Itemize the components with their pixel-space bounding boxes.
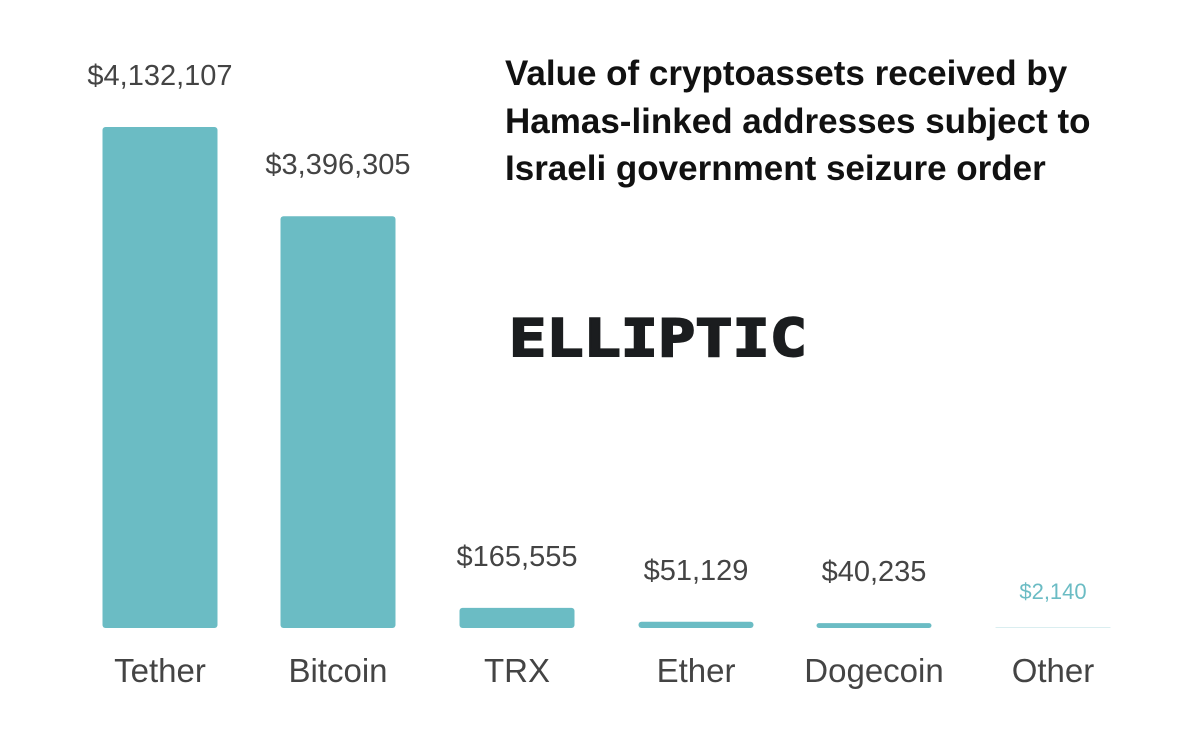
- category-label-tether: Tether: [114, 652, 206, 689]
- elliptic-logo: ELLIPTIC: [508, 310, 808, 365]
- data-label-trx: $165,555: [457, 541, 578, 573]
- bar-ether: [638, 621, 754, 628]
- category-label-other: Other: [1012, 652, 1095, 689]
- bar-tether: [102, 127, 218, 628]
- category-label-dogecoin: Dogecoin: [804, 652, 943, 689]
- logo-text: ELLIPTIC: [509, 310, 807, 365]
- data-label-dogecoin: $40,235: [822, 556, 927, 588]
- category-label-bitcoin: Bitcoin: [288, 652, 387, 689]
- category-label-trx: TRX: [484, 652, 550, 689]
- data-label-tether: $4,132,107: [87, 60, 232, 92]
- bar-bitcoin: [280, 216, 396, 628]
- bar-trx: [459, 607, 575, 628]
- chart-title: Value of cryptoassets received by Hamas-…: [505, 54, 1091, 188]
- data-label-other: $2,140: [1019, 579, 1086, 604]
- data-label-ether: $51,129: [644, 555, 749, 587]
- category-label-ether: Ether: [657, 652, 736, 689]
- bar-dogecoin: [816, 623, 932, 628]
- data-label-bitcoin: $3,396,305: [265, 149, 410, 181]
